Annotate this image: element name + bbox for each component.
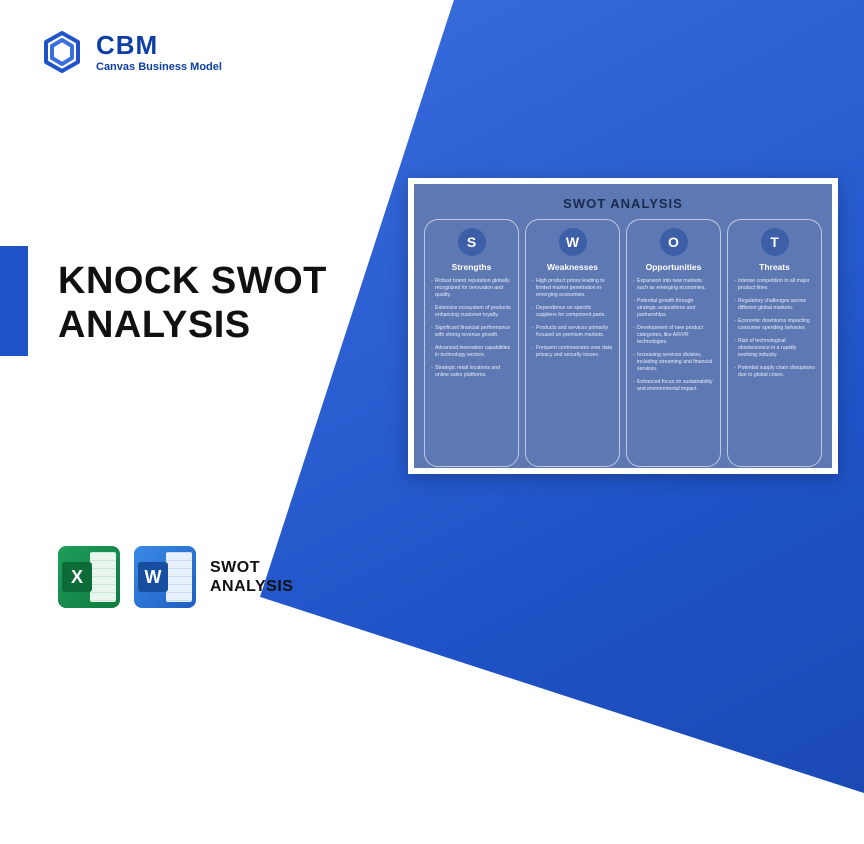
logo-text: CBM Canvas Business Model — [96, 32, 222, 73]
swot-columns: S Strengths Robust brand reputation glob… — [424, 219, 822, 467]
word-icon: W — [134, 546, 196, 608]
word-letter: W — [138, 562, 168, 592]
app-icons-row: X W SWOT ANALYSIS — [58, 546, 293, 608]
list-item: Risk of technological obsolescence in a … — [734, 338, 815, 359]
list-item: Intense competition in all major product… — [734, 278, 815, 292]
swot-items-weaknesses: High product prices leading to limited m… — [532, 278, 613, 365]
page: CBM Canvas Business Model KNOCK SWOT ANA… — [0, 0, 864, 648]
swot-letter-o: O — [660, 228, 688, 256]
list-item: Advanced innovation capabilities in tech… — [431, 345, 512, 359]
swot-head-opportunities: Opportunities — [646, 262, 702, 272]
swot-head-weaknesses: Weaknesses — [547, 262, 598, 272]
list-item: Dependence on specific suppliers for com… — [532, 305, 613, 319]
swot-col-threats: T Threats Intense competition in all maj… — [727, 219, 822, 467]
page-title: KNOCK SWOT ANALYSIS — [58, 260, 388, 347]
list-item: Robust brand reputation globally recogni… — [431, 278, 512, 299]
accent-bar — [0, 246, 28, 356]
list-item: Significant financial performance with s… — [431, 325, 512, 339]
list-item: Frequent controversies over data privacy… — [532, 345, 613, 359]
swot-head-threats: Threats — [759, 262, 790, 272]
list-item: Potential supply chain disruptions due t… — [734, 365, 815, 379]
list-item: Potential growth through strategic acqui… — [633, 298, 714, 319]
swot-letter-t: T — [761, 228, 789, 256]
swot-head-strengths: Strengths — [452, 262, 492, 272]
list-item: Economic downturns impacting consumer sp… — [734, 318, 815, 332]
list-item: Extensive ecosystem of products enhancin… — [431, 305, 512, 319]
list-item: Enhanced focus on sustainability and env… — [633, 379, 714, 393]
excel-icon: X — [58, 546, 120, 608]
brand-logo: CBM Canvas Business Model — [40, 30, 222, 74]
logo-abbr: CBM — [96, 32, 222, 58]
list-item: Increasing services division, including … — [633, 352, 714, 373]
swot-col-weaknesses: W Weaknesses High product prices leading… — [525, 219, 620, 467]
excel-letter: X — [62, 562, 92, 592]
list-item: Regulatory challenges across different g… — [734, 298, 815, 312]
swot-items-threats: Intense competition in all major product… — [734, 278, 815, 385]
swot-items-strengths: Robust brand reputation globally recogni… — [431, 278, 512, 385]
list-item: Products and services primarily focused … — [532, 325, 613, 339]
list-item: Development of new product categories, l… — [633, 325, 714, 346]
logo-mark-icon — [40, 30, 84, 74]
swot-letter-w: W — [559, 228, 587, 256]
list-item: High product prices leading to limited m… — [532, 278, 613, 299]
list-item: Strategic retail locations and online sa… — [431, 365, 512, 379]
swot-items-opportunities: Expansion into new markets such as emerg… — [633, 278, 714, 399]
swot-col-strengths: S Strengths Robust brand reputation glob… — [424, 219, 519, 467]
swot-letter-s: S — [458, 228, 486, 256]
swot-card: SWOT ANALYSIS S Strengths Robust brand r… — [408, 178, 838, 474]
swot-card-title: SWOT ANALYSIS — [424, 196, 822, 211]
logo-full: Canvas Business Model — [96, 61, 222, 73]
list-item: Expansion into new markets such as emerg… — [633, 278, 714, 292]
swot-col-opportunities: O Opportunities Expansion into new marke… — [626, 219, 721, 467]
apps-label: SWOT ANALYSIS — [210, 558, 293, 596]
